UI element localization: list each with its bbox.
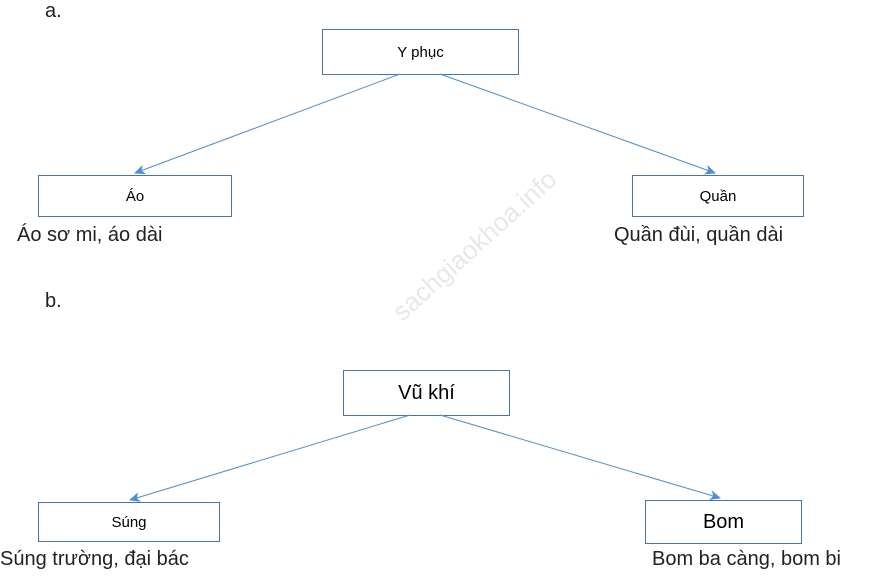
tree-a-right-caption: Quần đùi, quần dài: [614, 224, 783, 247]
tree-a-left-label: Áo: [126, 188, 144, 205]
tree-b-right-label: Bom: [703, 511, 744, 534]
tree-b-arrow-left: [130, 415, 410, 500]
tree-b-right: Bom: [645, 500, 802, 544]
tree-b-right-caption: Bom ba càng, bom bi: [652, 548, 841, 571]
tree-a-left: Áo: [38, 175, 232, 217]
arrows-layer: [0, 0, 878, 582]
tree-a-root-label: Y phục: [397, 44, 443, 61]
tree-b-left-label: Súng: [111, 514, 146, 531]
tree-b-root: Vũ khí: [343, 370, 510, 416]
tree-b-left-caption: Súng trường, đại bác: [0, 548, 189, 571]
tree-a-right-label: Quần: [700, 188, 737, 205]
section-label-a: a.: [45, 0, 62, 23]
tree-b-arrow-right: [440, 415, 720, 498]
tree-a-arrow-right: [440, 74, 715, 173]
tree-a-left-caption: Áo sơ mi, áo dài: [17, 224, 162, 247]
tree-a-arrow-left: [135, 74, 400, 173]
tree-a-right: Quần: [632, 175, 804, 217]
tree-a-root: Y phục: [322, 29, 519, 75]
tree-b-root-label: Vũ khí: [398, 382, 455, 405]
watermark: sachgiaokhoa.info: [387, 164, 564, 327]
tree-b-left: Súng: [38, 502, 220, 542]
section-label-b: b.: [45, 290, 62, 313]
